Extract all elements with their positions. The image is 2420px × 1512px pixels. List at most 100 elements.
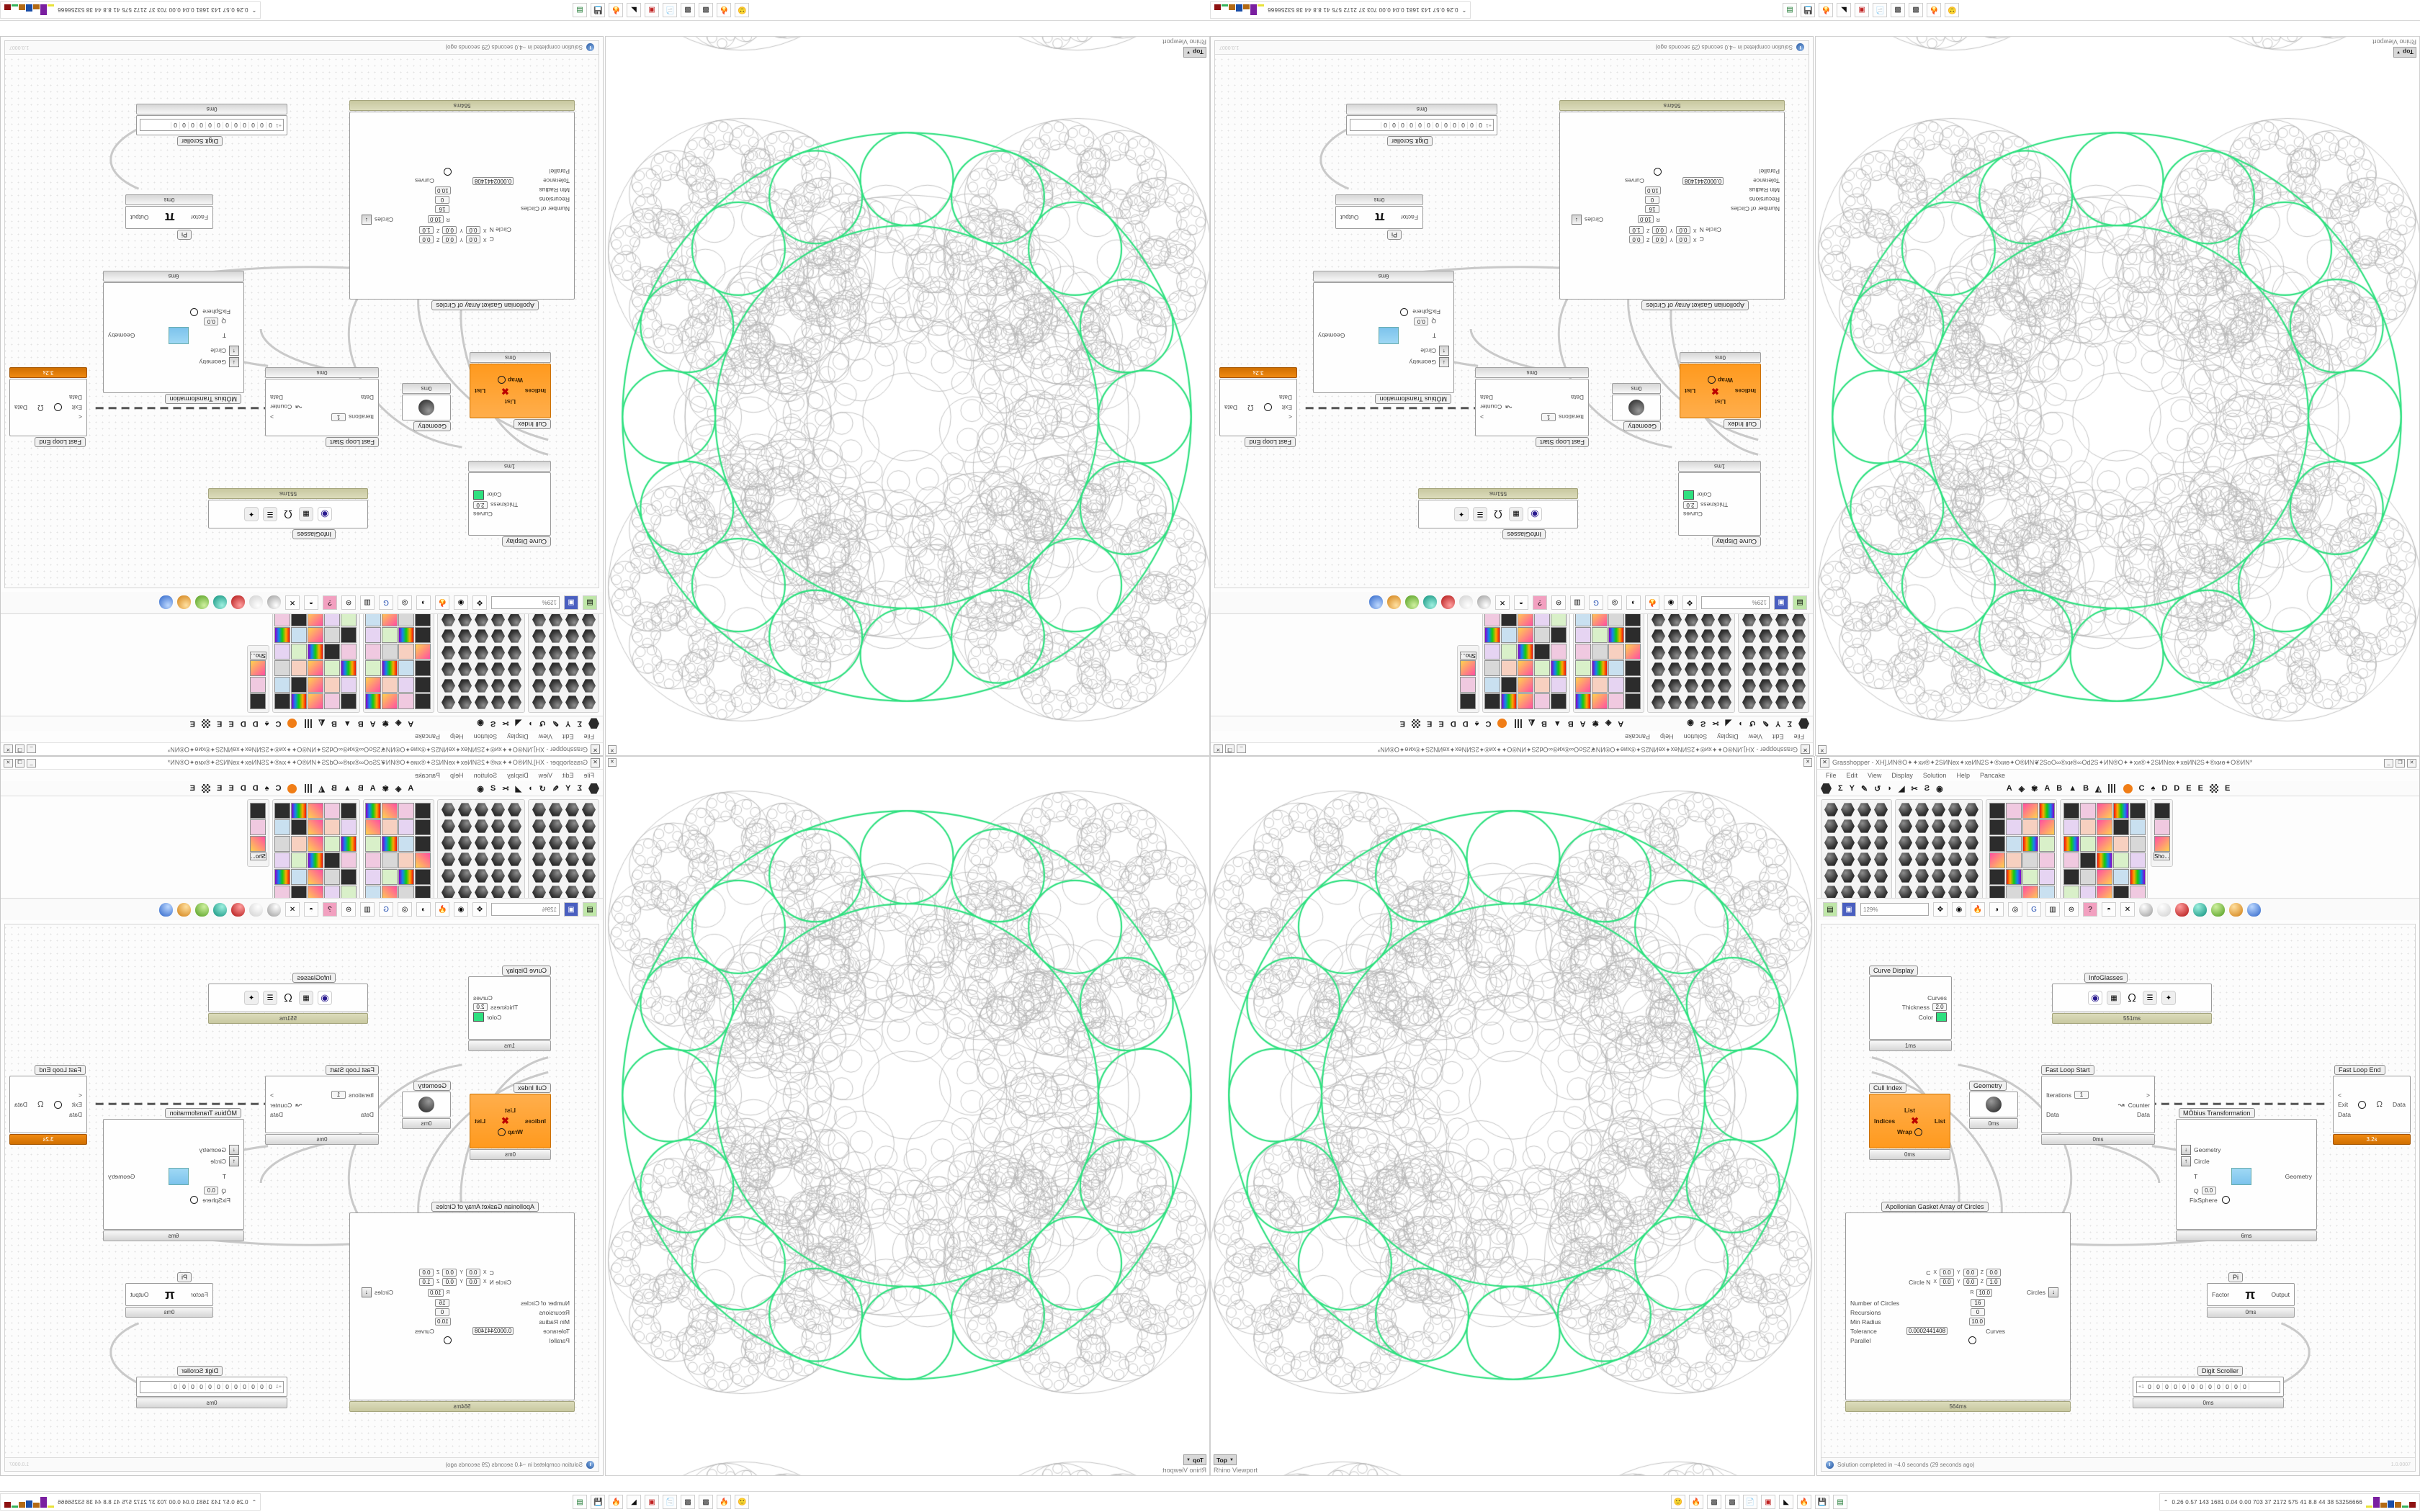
close-button[interactable]: ✕ (2407, 758, 2416, 768)
gha-icon[interactable]: G (379, 902, 393, 917)
tab-e1-icon[interactable]: E (1438, 719, 1444, 728)
tab-c-icon[interactable]: C (1485, 719, 1492, 728)
color-swatch[interactable] (473, 490, 484, 500)
palette-component-icon[interactable] (2079, 802, 2096, 819)
flame-icon[interactable]: 🔥 (1971, 902, 1985, 917)
tab-d2-icon[interactable]: D (2174, 784, 2180, 793)
palette-component-icon[interactable] (2079, 835, 2096, 852)
palette-component-icon[interactable] (506, 802, 522, 818)
tolerance-value[interactable]: 0.0002441408 (472, 177, 514, 185)
node-digit-scroller-body[interactable]: +1 0 0 0 0 0 0 0 0 0 0 0 0 (136, 115, 287, 135)
flame-icon[interactable]: 🔥 (435, 595, 449, 610)
menu-display[interactable]: Display (1717, 733, 1739, 740)
r-value[interactable]: 10.0 (427, 215, 444, 224)
panel-floating-grid[interactable] (2154, 802, 2170, 852)
menu-solution[interactable]: Solution (1683, 733, 1708, 740)
menu-file[interactable]: File (583, 733, 594, 740)
whiteblack-icon[interactable]: ◣ (627, 3, 641, 17)
digit-scroller-widget[interactable]: +1 0 0 0 0 0 0 0 0 0 0 0 0 (140, 1380, 284, 1393)
palette-component-icon[interactable] (2096, 802, 2112, 819)
palette-component-icon[interactable] (2129, 819, 2146, 835)
palette-component-icon[interactable] (1484, 627, 1501, 644)
palette-component-icon[interactable] (1824, 802, 1839, 818)
c-y-value[interactable]: 0.0 (1963, 1269, 1978, 1277)
new-file-icon[interactable]: ▤ (583, 595, 597, 610)
scroller-digit[interactable]: 0 (223, 1383, 232, 1390)
palette-component-icon[interactable] (1700, 661, 1716, 677)
panel-primitive[interactable]: Primitive (1647, 597, 1735, 713)
palette-component-icon[interactable] (1741, 661, 1757, 677)
palette-component-icon[interactable] (324, 819, 341, 835)
palette-component-icon[interactable] (308, 644, 324, 660)
palette-component-icon[interactable] (308, 868, 324, 885)
palette-component-icon[interactable] (1700, 678, 1716, 693)
palette-component-icon[interactable] (365, 852, 382, 868)
tray-caret-icon[interactable]: ⌃ (251, 6, 257, 14)
zoom-extents-icon[interactable]: ✥ (472, 595, 487, 610)
tab-params-icon[interactable] (588, 719, 599, 729)
parallel-toggle[interactable] (444, 168, 452, 176)
minimize-button[interactable]: _ (1237, 744, 1246, 754)
palette-component-icon[interactable] (564, 868, 580, 884)
sprite-icon[interactable]: ⊜ (2064, 902, 2079, 917)
scroller-digit[interactable]: 0 (2180, 1383, 2189, 1390)
palette-component-icon[interactable] (440, 661, 456, 677)
palette-component-icon[interactable] (1575, 677, 1592, 693)
palette-component-icon[interactable] (564, 644, 580, 660)
palette-component-icon[interactable] (382, 660, 398, 677)
r-value[interactable]: 10.0 (1637, 215, 1654, 224)
node-curve-display-body[interactable]: Curves Thickness 2.0 Color (1869, 976, 1952, 1040)
tab-pancake-icon[interactable] (2123, 783, 2133, 793)
node-infoglasses[interactable]: InfoGlasses ◉ ▦ ᘯ ☰ ✦ 551ms (2052, 973, 2212, 1024)
menu-bar[interactable]: File Edit View Display Solution Help Pan… (1, 731, 603, 742)
c-x-value[interactable]: 0.0 (465, 1269, 480, 1277)
palette-component-icon[interactable] (1989, 802, 2005, 819)
palette-component-icon[interactable] (490, 819, 506, 834)
palette-component-icon[interactable] (250, 802, 266, 819)
node-cull-index[interactable]: Cull Index List Indices ✖ List Wrap 0ms (1869, 1083, 1950, 1160)
tab-surface-icon[interactable]: ◗ (527, 784, 533, 793)
c-z-value[interactable]: 0.0 (419, 235, 434, 243)
zoom-level-input[interactable]: 129% (491, 903, 560, 916)
palette-component-icon[interactable] (473, 868, 489, 884)
profiler-icon[interactable]: ◎ (398, 902, 412, 917)
palette-component-icon[interactable] (324, 644, 341, 660)
palette-component-icon[interactable] (291, 660, 308, 677)
node-infoglasses-body[interactable]: ◉ ▦ ᘯ ☰ ✦ (2052, 984, 2212, 1012)
tab-mountain-icon[interactable]: ▲ (343, 719, 351, 728)
palette-component-icon[interactable] (473, 694, 489, 710)
palette-component-icon[interactable] (1989, 835, 2005, 852)
node-apollonian[interactable]: Apollonian Gasket Array of Circles C X 0.… (1559, 100, 1785, 310)
palette-component-icon[interactable] (1989, 852, 2005, 868)
palette-component-icon[interactable] (291, 644, 308, 660)
palette-component-icon[interactable] (2112, 802, 2129, 819)
palette-component-icon[interactable] (564, 661, 580, 677)
tab-d2-icon[interactable]: D (240, 719, 246, 728)
palette-component-icon[interactable] (1857, 802, 1873, 818)
tab-surface-icon[interactable]: ◗ (527, 719, 533, 728)
grasshopper-canvas[interactable]: Curve Display Curves Thickness 2.0 Color… (1821, 924, 2416, 1472)
scroller-digit[interactable]: 0 (179, 122, 189, 129)
knot-icon[interactable]: ᘯ (282, 991, 295, 1004)
taskbar-app-list[interactable]: 🙂 🔥 ▩ ▩ 📄 ▣ ◣ 🔥 💾 ▤ (1783, 3, 1959, 17)
node-mobius-body[interactable]: ↓ Geometry ↑ Circle T Geometry Q 0.0 Fix… (1313, 282, 1454, 393)
scroller-digit[interactable]: 0 (188, 1383, 197, 1390)
palette-component-icon[interactable] (291, 868, 308, 885)
tab-e2-icon[interactable]: E (2197, 784, 2203, 793)
tab-cloud-icon[interactable]: ✾ (2031, 784, 2038, 793)
tray-caret-icon[interactable]: ⌃ (251, 1498, 257, 1506)
palette-component-icon[interactable] (250, 660, 266, 677)
palette-component-icon[interactable] (1898, 819, 1914, 834)
firefox-icon[interactable]: 🔥 (717, 3, 731, 17)
draw-icon-1[interactable] (2193, 902, 2207, 917)
firefox-icon[interactable]: 🔥 (1797, 1495, 1811, 1509)
parallel-toggle[interactable] (1968, 1336, 1976, 1344)
tab-maths-icon[interactable]: Σ (577, 719, 582, 728)
tab-mountain-icon[interactable]: ▲ (2069, 784, 2077, 793)
profiler-icon[interactable]: ◎ (1608, 595, 1622, 610)
window-close-box-icon[interactable]: ✕ (1820, 758, 1829, 768)
balloon-icon[interactable]: ◓ (304, 902, 318, 917)
c-x-value[interactable]: 0.0 (1940, 1269, 1955, 1277)
palette-component-icon[interactable] (398, 693, 415, 710)
balloon-icon[interactable]: ◓ (304, 595, 318, 610)
